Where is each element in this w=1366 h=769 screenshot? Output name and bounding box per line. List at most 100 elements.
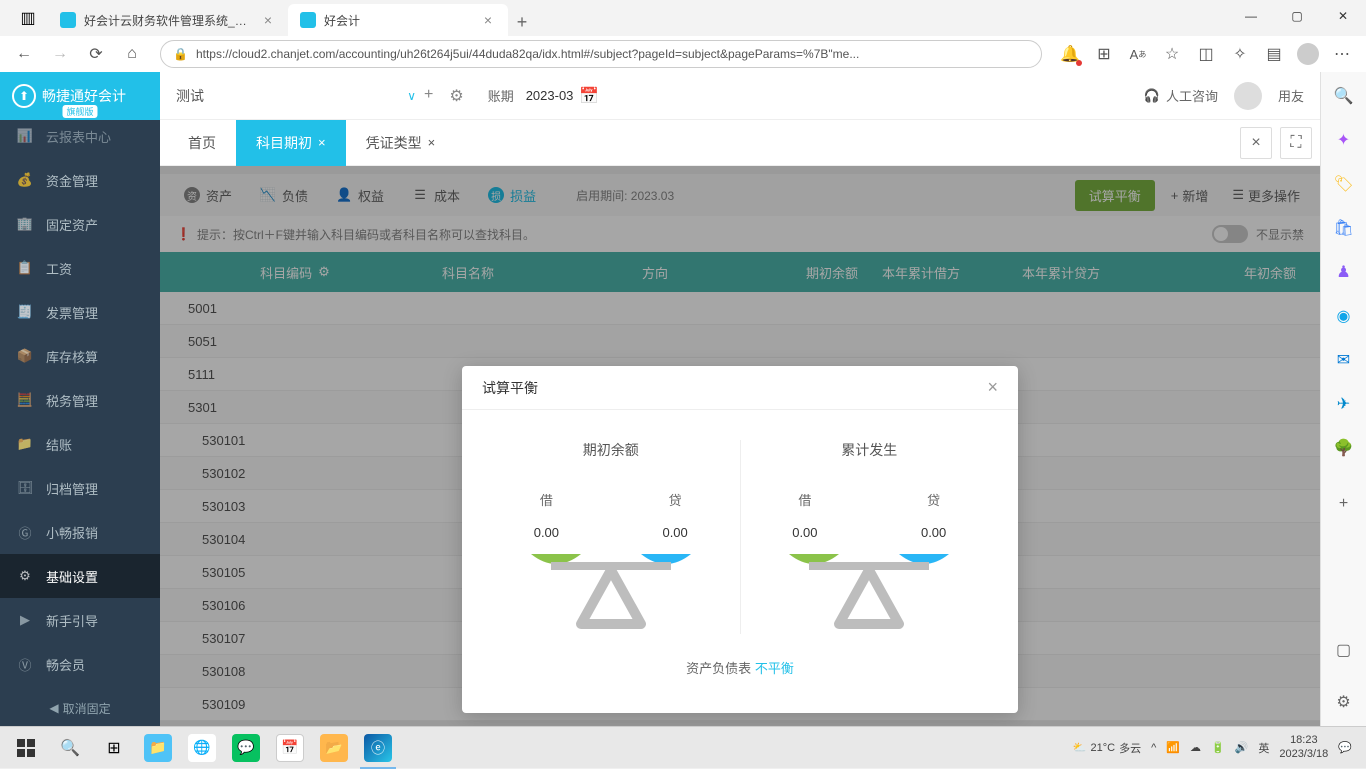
ime-indicator[interactable]: 英	[1258, 740, 1269, 756]
system-tray: ⛅ 21°C 多云 ^ 📶 ☁ 🔋 🔊 英 18:23 2023/3/18 💬	[1073, 734, 1362, 760]
sidebar-item-guide[interactable]: ▶新手引导	[0, 598, 160, 642]
notifications-icon[interactable]: 💬	[1338, 741, 1352, 754]
content: 资资产 📉负债 👤权益 ☰成本 损损益 启用期间: 2023.03 试算平衡 +…	[160, 166, 1320, 726]
refresh-button[interactable]: ⟳	[80, 38, 112, 70]
chess-icon[interactable]: ♟	[1332, 260, 1356, 284]
extensions-icon[interactable]: ⊞	[1088, 38, 1120, 70]
settings-icon[interactable]: ⚙	[449, 86, 463, 106]
sidebar: ⬆ 畅捷通好会计 旗舰版 📊云报表中心 💰资金管理 🏢固定资产 📋工资 🧾发票管…	[0, 72, 160, 726]
start-button[interactable]	[4, 727, 48, 769]
salary-icon: 📋	[16, 259, 34, 277]
browser-tab-1[interactable]: 好会计云财务软件管理系统_会计... ×	[48, 4, 288, 36]
tab-list-button[interactable]: ▥	[8, 0, 48, 36]
sidebar-item-inventory[interactable]: 📦库存核算	[0, 334, 160, 378]
settings-rail-icon[interactable]: ⚙	[1332, 690, 1356, 714]
sidebar-item-closing[interactable]: 📁结账	[0, 422, 160, 466]
trial-balance-modal: 试算平衡 × 期初余额 借贷 0.000.00	[462, 366, 1018, 713]
home-button[interactable]: ⌂	[116, 38, 148, 70]
minimize-button[interactable]: —	[1228, 0, 1274, 32]
clock[interactable]: 18:23 2023/3/18	[1279, 734, 1328, 760]
add-rail-icon[interactable]: +	[1332, 492, 1356, 516]
fullscreen-button[interactable]: ⛶	[1280, 127, 1312, 159]
sidebar-item-salary[interactable]: 📋工资	[0, 246, 160, 290]
split-icon[interactable]: ◫	[1190, 38, 1222, 70]
profile-icon[interactable]	[1292, 38, 1324, 70]
wifi-icon[interactable]: 📶	[1166, 741, 1180, 754]
scale-icon	[759, 544, 979, 634]
task-view-button[interactable]: ⊞	[92, 727, 136, 769]
headset-icon: 🎧	[1144, 88, 1160, 104]
balance-title-left: 期初余额	[482, 440, 740, 460]
favorite-icon[interactable]: ☆	[1156, 38, 1188, 70]
browser-tab-2[interactable]: 好会计 ×	[288, 4, 508, 36]
tree-icon[interactable]: 🌳	[1332, 436, 1356, 460]
menu-button[interactable]: ⋯	[1326, 38, 1358, 70]
tab-voucher-type[interactable]: 凭证类型×	[346, 120, 456, 166]
search-icon[interactable]: 🔍	[1332, 84, 1356, 108]
app-explorer[interactable]: 📂	[312, 727, 356, 769]
sidebar-item-tax[interactable]: 🧮税务管理	[0, 378, 160, 422]
edge-icon[interactable]: ◉	[1332, 304, 1356, 328]
close-all-button[interactable]: ×	[1240, 127, 1272, 159]
collections-icon[interactable]: ✧	[1224, 38, 1256, 70]
panel-icon[interactable]: ▢	[1332, 638, 1356, 662]
sidebar-item-member[interactable]: Ⓥ畅会员	[0, 642, 160, 686]
sidebar-item-assets[interactable]: 🏢固定资产	[0, 202, 160, 246]
reading-list-icon[interactable]: ▤	[1258, 38, 1290, 70]
tag-icon[interactable]: 🏷	[1332, 172, 1356, 196]
url-bar[interactable]: 🔒 https://cloud2.chanjet.com/accounting/…	[160, 40, 1042, 68]
closing-icon: 📁	[16, 435, 34, 453]
app-files[interactable]: 📁	[136, 727, 180, 769]
page-tabs: 首页 科目期初× 凭证类型× × ⛶	[160, 120, 1320, 166]
outlook-icon[interactable]: ✉	[1332, 348, 1356, 372]
sidebar-item-settings[interactable]: ⚙基础设置	[0, 554, 160, 598]
tray-chevron-icon[interactable]: ^	[1151, 742, 1156, 754]
sidebar-item-funds[interactable]: 💰资金管理	[0, 158, 160, 202]
close-icon[interactable]: ×	[318, 135, 326, 150]
sidebar-item-expense[interactable]: Ⓖ小畅报销	[0, 510, 160, 554]
ai-icon[interactable]: ✦	[1332, 128, 1356, 152]
weather-icon: ⛅	[1073, 741, 1087, 754]
tab-subject-initial[interactable]: 科目期初×	[236, 120, 346, 166]
company-select[interactable]: 测试 ∨	[176, 86, 416, 106]
modal-close-button[interactable]: ×	[987, 377, 998, 398]
app-edge[interactable]: ⓔ	[356, 727, 400, 769]
calendar-icon[interactable]: 📅	[579, 86, 599, 106]
tab-title: 好会计云财务软件管理系统_会计...	[84, 12, 254, 29]
volume-icon[interactable]: 🔊	[1235, 741, 1249, 754]
app: ⬆ 畅捷通好会计 旗舰版 📊云报表中心 💰资金管理 🏢固定资产 📋工资 🧾发票管…	[0, 72, 1366, 726]
tab-title: 好会计	[324, 12, 474, 29]
battery-icon[interactable]: 🔋	[1211, 741, 1225, 754]
sidebar-item-archive[interactable]: 🗄归档管理	[0, 466, 160, 510]
close-button[interactable]: ✕	[1320, 0, 1366, 32]
add-icon[interactable]: +	[424, 86, 433, 106]
window-controls: — ▢ ✕	[1228, 0, 1366, 32]
app-chrome[interactable]: 🌐	[180, 727, 224, 769]
tab-home[interactable]: 首页	[168, 120, 236, 166]
avatar[interactable]	[1234, 82, 1262, 110]
archive-icon: 🗄	[16, 479, 34, 497]
sidebar-collapse[interactable]: ◀取消固定	[0, 690, 160, 726]
back-button[interactable]: ←	[8, 38, 40, 70]
maximize-button[interactable]: ▢	[1274, 0, 1320, 32]
weather-widget[interactable]: ⛅ 21°C 多云	[1073, 740, 1141, 756]
onedrive-icon[interactable]: ☁	[1190, 741, 1201, 754]
send-icon[interactable]: ✈	[1332, 392, 1356, 416]
sidebar-item-invoice[interactable]: 🧾发票管理	[0, 290, 160, 334]
forward-button[interactable]: →	[44, 38, 76, 70]
close-icon[interactable]: ×	[480, 12, 496, 28]
app-wechat[interactable]: 💬	[224, 727, 268, 769]
close-icon[interactable]: ×	[260, 12, 276, 28]
text-size-icon[interactable]: Aあ	[1122, 38, 1154, 70]
search-button[interactable]: 🔍	[48, 727, 92, 769]
sidebar-item-report[interactable]: 📊云报表中心	[0, 114, 160, 158]
new-tab-button[interactable]: +	[508, 8, 536, 36]
notification-icon[interactable]: 🔔	[1054, 38, 1086, 70]
shopping-icon[interactable]: 🛍	[1332, 216, 1356, 240]
modal-overlay[interactable]: 试算平衡 × 期初余额 借贷 0.000.00	[160, 166, 1320, 726]
gear-icon: ⚙	[16, 567, 34, 585]
invoice-icon: 🧾	[16, 303, 34, 321]
close-icon[interactable]: ×	[428, 135, 436, 150]
consult-button[interactable]: 🎧 人工咨询	[1144, 86, 1218, 105]
app-calendar[interactable]: 📅	[268, 727, 312, 769]
